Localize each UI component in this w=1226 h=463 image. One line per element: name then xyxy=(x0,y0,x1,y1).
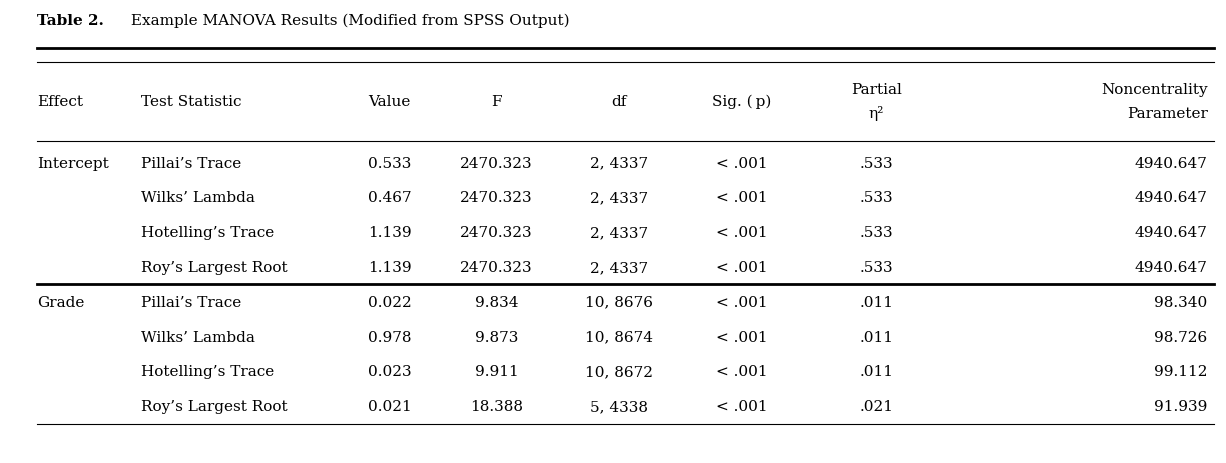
Text: .533: .533 xyxy=(859,191,894,205)
Text: .011: .011 xyxy=(859,330,894,344)
Text: 2, 4337: 2, 4337 xyxy=(590,191,649,205)
Text: 5, 4338: 5, 4338 xyxy=(590,399,649,413)
Text: 2470.323: 2470.323 xyxy=(460,225,533,240)
Text: 4940.647: 4940.647 xyxy=(1135,156,1208,170)
Text: 9.911: 9.911 xyxy=(474,364,519,379)
Text: Table 2.: Table 2. xyxy=(37,14,104,28)
Text: Value: Value xyxy=(368,95,411,109)
Text: 0.533: 0.533 xyxy=(368,156,411,170)
Text: < .001: < .001 xyxy=(716,225,767,240)
Text: .533: .533 xyxy=(859,156,894,170)
Text: Wilks’ Lambda: Wilks’ Lambda xyxy=(141,191,255,205)
Text: 0.021: 0.021 xyxy=(368,399,412,413)
Text: 1.139: 1.139 xyxy=(368,260,412,275)
Text: .011: .011 xyxy=(859,364,894,379)
Text: 10, 8672: 10, 8672 xyxy=(585,364,653,379)
Text: 2470.323: 2470.323 xyxy=(460,260,533,275)
Text: 9.873: 9.873 xyxy=(474,330,519,344)
Text: F: F xyxy=(492,95,501,109)
Text: 0.978: 0.978 xyxy=(368,330,411,344)
Text: < .001: < .001 xyxy=(716,364,767,379)
Text: Effect: Effect xyxy=(37,95,83,109)
Text: .533: .533 xyxy=(859,260,894,275)
Text: .011: .011 xyxy=(859,295,894,309)
Text: Test Statistic: Test Statistic xyxy=(141,95,242,109)
Text: Roy’s Largest Root: Roy’s Largest Root xyxy=(141,260,288,275)
Text: 91.939: 91.939 xyxy=(1154,399,1208,413)
Text: 0.023: 0.023 xyxy=(368,364,412,379)
Text: Partial: Partial xyxy=(851,83,902,97)
Text: 9.834: 9.834 xyxy=(474,295,519,309)
Text: 99.112: 99.112 xyxy=(1154,364,1208,379)
Text: 2470.323: 2470.323 xyxy=(460,191,533,205)
Text: η²: η² xyxy=(869,106,884,121)
Text: 2, 4337: 2, 4337 xyxy=(590,156,649,170)
Text: Example MANOVA Results (Modified from SPSS Output): Example MANOVA Results (Modified from SP… xyxy=(126,14,570,28)
Text: Pillai’s Trace: Pillai’s Trace xyxy=(141,295,242,309)
Text: < .001: < .001 xyxy=(716,156,767,170)
Text: Parameter: Parameter xyxy=(1127,106,1208,120)
Text: < .001: < .001 xyxy=(716,330,767,344)
Text: 2, 4337: 2, 4337 xyxy=(590,225,649,240)
Text: Hotelling’s Trace: Hotelling’s Trace xyxy=(141,364,275,379)
Text: Pillai’s Trace: Pillai’s Trace xyxy=(141,156,242,170)
Text: 98.726: 98.726 xyxy=(1155,330,1208,344)
Text: Hotelling’s Trace: Hotelling’s Trace xyxy=(141,225,275,240)
Text: Noncentrality: Noncentrality xyxy=(1101,83,1208,97)
Text: 1.139: 1.139 xyxy=(368,225,412,240)
Text: < .001: < .001 xyxy=(716,399,767,413)
Text: 2470.323: 2470.323 xyxy=(460,156,533,170)
Text: Sig. ( p): Sig. ( p) xyxy=(712,94,771,109)
Text: 4940.647: 4940.647 xyxy=(1135,260,1208,275)
Text: 4940.647: 4940.647 xyxy=(1135,225,1208,240)
Text: 18.388: 18.388 xyxy=(470,399,524,413)
Text: Wilks’ Lambda: Wilks’ Lambda xyxy=(141,330,255,344)
Text: .533: .533 xyxy=(859,225,894,240)
Text: < .001: < .001 xyxy=(716,295,767,309)
Text: < .001: < .001 xyxy=(716,191,767,205)
Text: < .001: < .001 xyxy=(716,260,767,275)
Text: 2, 4337: 2, 4337 xyxy=(590,260,649,275)
Text: 4940.647: 4940.647 xyxy=(1135,191,1208,205)
Text: Intercept: Intercept xyxy=(37,156,109,170)
Text: 10, 8674: 10, 8674 xyxy=(585,330,653,344)
Text: Grade: Grade xyxy=(37,295,85,309)
Text: 10, 8676: 10, 8676 xyxy=(585,295,653,309)
Text: 0.022: 0.022 xyxy=(368,295,412,309)
Text: .021: .021 xyxy=(859,399,894,413)
Text: df: df xyxy=(612,95,626,109)
Text: 98.340: 98.340 xyxy=(1155,295,1208,309)
Text: 0.467: 0.467 xyxy=(368,191,412,205)
Text: Roy’s Largest Root: Roy’s Largest Root xyxy=(141,399,288,413)
